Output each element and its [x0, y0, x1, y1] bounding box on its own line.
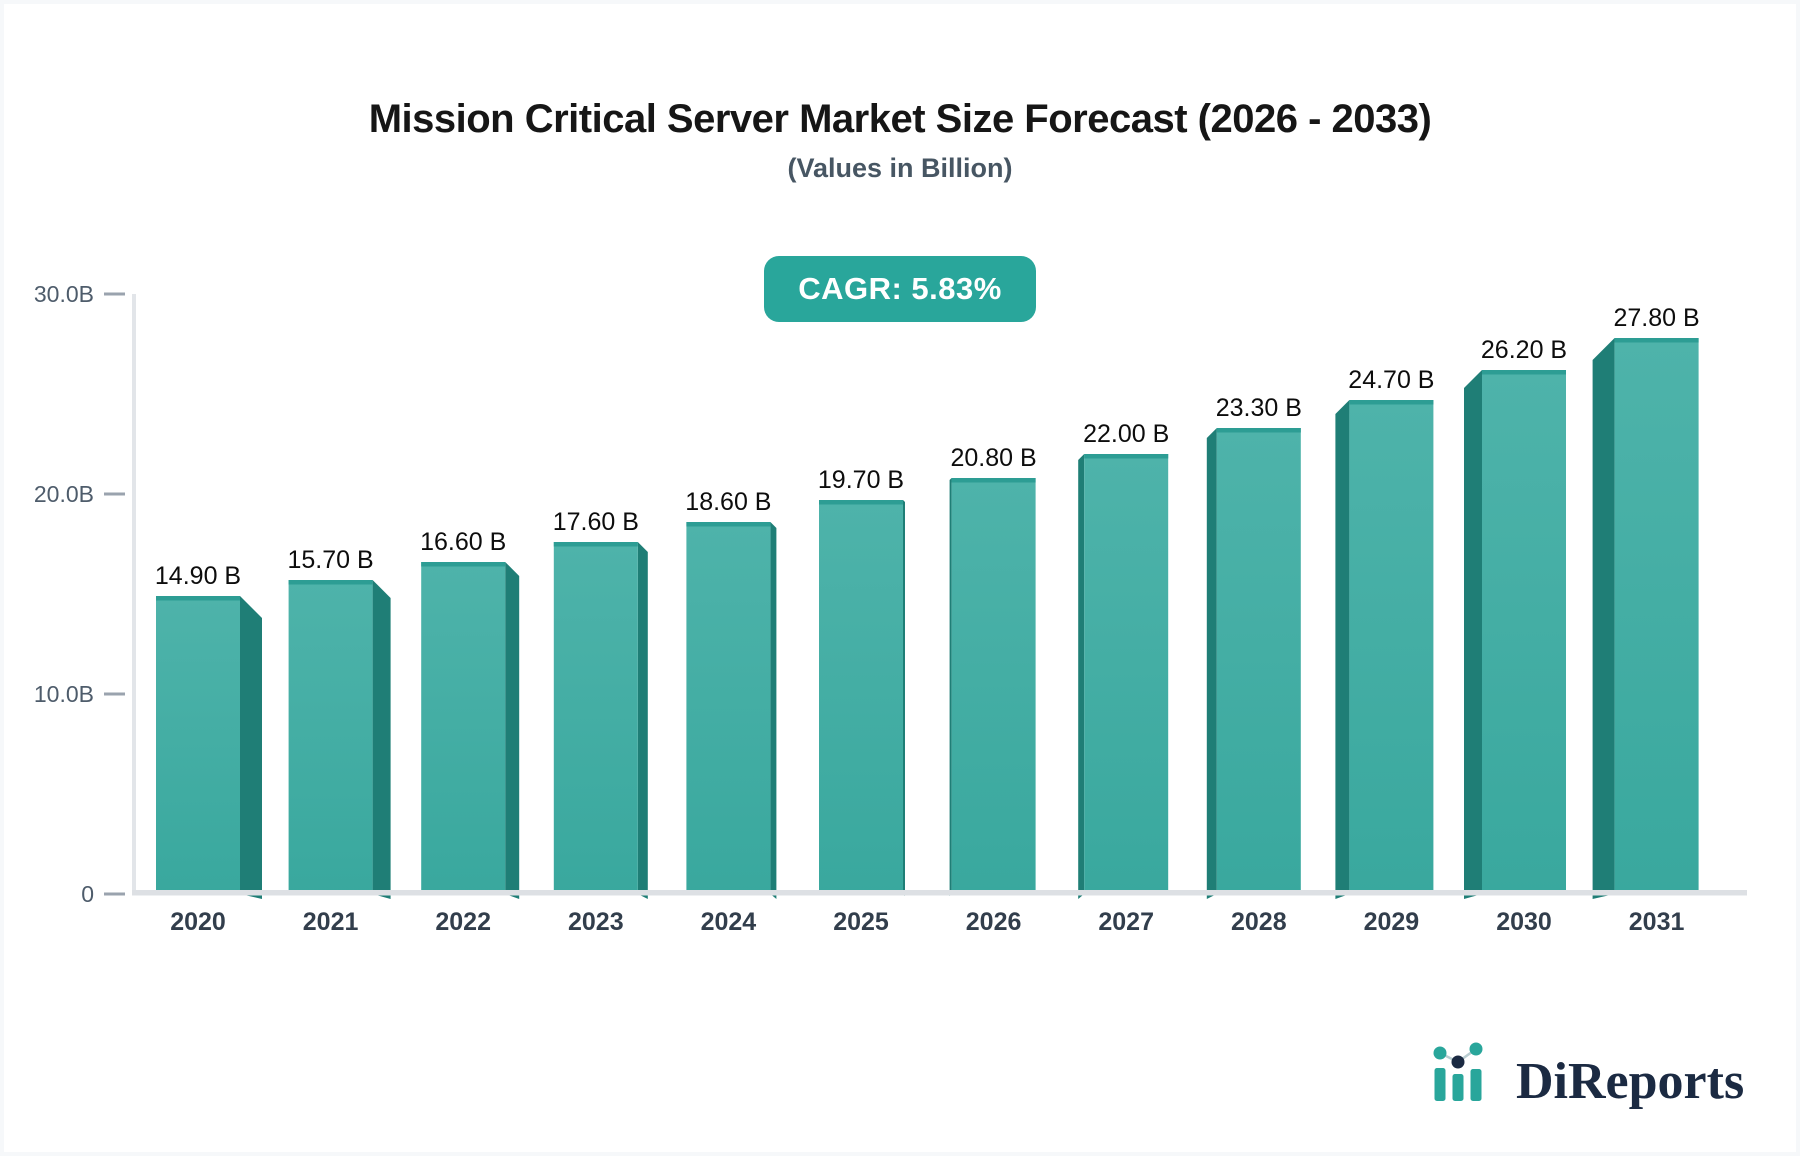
bar-top-edge-2031	[1614, 338, 1699, 343]
bar-top-edge-2026	[951, 478, 1036, 483]
bar-2026	[951, 478, 1036, 894]
bar-value-label: 23.30 B	[1216, 394, 1302, 422]
y-tick-dash	[104, 492, 125, 496]
bar-value-label: 26.20 B	[1481, 336, 1567, 364]
cagr-badge: CAGR: 5.83%	[764, 256, 1036, 322]
x-tick-label-2026: 2026	[966, 908, 1022, 936]
bar-top-edge-2030	[1482, 370, 1566, 375]
bar-2022	[421, 562, 506, 894]
bar-value-label: 17.60 B	[553, 508, 639, 536]
bar-value-label: 24.70 B	[1348, 366, 1434, 394]
y-tick-dash	[104, 892, 125, 896]
bar-2020	[156, 596, 240, 894]
bar-chart: 14.90 B 15.70 B 16.60 B 17.60 B 18.60 B 19.70…	[34, 281, 1747, 936]
bar-side-2028	[1206, 428, 1217, 899]
bar-top-edge-2020	[156, 596, 240, 601]
x-tick-label-2024: 2024	[701, 908, 757, 936]
direports-logo-icon	[1433, 1042, 1483, 1101]
bar-2023	[553, 542, 638, 894]
bar-value-label: 27.80 B	[1614, 304, 1700, 332]
bar-side-2031	[1592, 338, 1615, 899]
bar-2028	[1216, 428, 1301, 894]
bar-top-edge-2029	[1349, 400, 1434, 405]
bar-value-label: 15.70 B	[288, 546, 374, 574]
bar-side-2026	[949, 478, 952, 896]
x-tick-label-2029: 2029	[1364, 908, 1420, 936]
bar-2031	[1614, 338, 1699, 894]
y-axis-line	[132, 294, 136, 895]
bar-top-edge-2025	[819, 500, 903, 505]
x-tick-label-2030: 2030	[1496, 908, 1552, 936]
bar-top-edge-2027	[1084, 454, 1169, 459]
y-tick-dash	[104, 292, 125, 296]
bar-side-2029	[1335, 400, 1350, 899]
y-tick-label: 30.0B	[34, 281, 94, 307]
bar-top-edge-2024	[686, 522, 771, 527]
y-tick-dash	[104, 692, 125, 696]
x-tick-label-2028: 2028	[1231, 908, 1287, 936]
bar-value-label: 14.90 B	[155, 562, 241, 590]
bar-value-label: 19.70 B	[818, 466, 904, 494]
bar-top-edge-2022	[421, 562, 506, 567]
bar-side-2025	[903, 500, 905, 896]
bar-value-label: 18.60 B	[685, 488, 771, 516]
x-tick-label-2021: 2021	[303, 908, 359, 936]
y-tick-label: 0	[81, 881, 94, 907]
y-tick-label: 10.0B	[34, 681, 94, 707]
bar-value-label: 22.00 B	[1083, 420, 1169, 448]
y-tick-label: 20.0B	[34, 481, 94, 507]
bar-side-2021	[372, 580, 391, 899]
bar-value-label: 16.60 B	[420, 528, 506, 556]
direports-logo: DiReports	[1432, 1040, 1744, 1108]
x-tick-label-2020: 2020	[170, 908, 226, 936]
bar-side-2027	[1078, 454, 1085, 899]
cagr-badge-row: CAGR: 5.83%	[4, 256, 1796, 322]
direports-logo-text: DiReports	[1516, 1053, 1745, 1110]
x-tick-label-2025: 2025	[833, 908, 889, 936]
bar-top-edge-2028	[1216, 428, 1301, 433]
x-axis-line	[132, 890, 1747, 896]
bar-side-2020	[240, 596, 262, 899]
bar-2024	[686, 522, 771, 894]
bar-side-2022	[505, 562, 520, 899]
bar-side-2023	[637, 542, 648, 899]
x-tick-label-2027: 2027	[1098, 908, 1154, 936]
bar-top-edge-2023	[553, 542, 638, 547]
bar-top-edge-2021	[288, 580, 373, 585]
bar-2021	[288, 580, 373, 894]
bar-side-2024	[770, 522, 777, 899]
bar-2029	[1349, 400, 1434, 894]
bar-2030	[1482, 370, 1566, 894]
chart-title: Mission Critical Server Market Size Fore…	[368, 97, 1432, 141]
chart-subtitle: (Values in Billion)	[787, 153, 1013, 183]
x-tick-label-2022: 2022	[435, 908, 491, 936]
bar-side-2030	[1464, 370, 1482, 899]
bar-value-label: 20.80 B	[951, 444, 1037, 472]
x-tick-label-2031: 2031	[1629, 908, 1685, 936]
x-tick-label-2023: 2023	[568, 908, 624, 936]
bar-2025	[819, 500, 903, 894]
bar-2027	[1084, 454, 1169, 894]
